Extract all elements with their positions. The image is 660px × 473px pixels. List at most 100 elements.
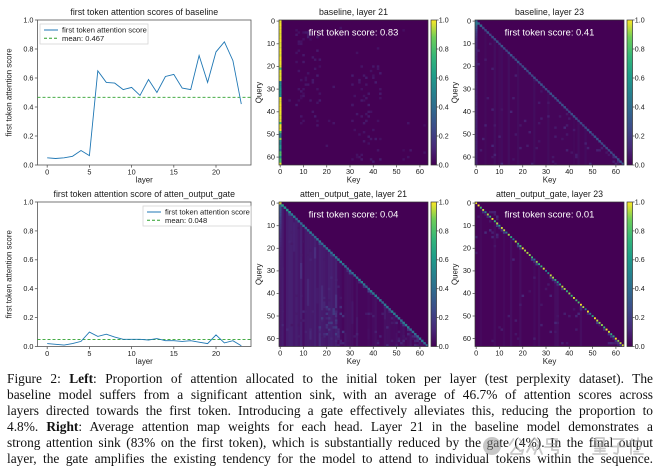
svg-text:0.4: 0.4 [23,284,33,293]
svg-text:first token attention score: first token attention score [165,208,250,217]
svg-text:40: 40 [369,349,377,358]
svg-text:first token score: 0.41: first token score: 0.41 [505,27,595,38]
svg-text:1.0: 1.0 [23,197,33,206]
svg-text:0.6: 0.6 [23,255,33,264]
svg-text:first token attention scores o: first token attention scores of baseline [70,7,218,17]
svg-text:first token attention score: first token attention score [62,26,147,35]
svg-text:1.0: 1.0 [635,16,645,24]
svg-text:30: 30 [346,349,354,358]
svg-text:Query: Query [451,82,460,104]
svg-text:40: 40 [463,107,471,116]
svg-text:20: 20 [323,349,331,358]
svg-text:30: 30 [267,266,275,275]
svg-text:10: 10 [463,221,471,230]
svg-text:0.6: 0.6 [23,73,33,82]
svg-text:20: 20 [212,349,220,358]
svg-text:10: 10 [267,39,275,48]
svg-text:0.2: 0.2 [23,131,33,140]
svg-text:0.4: 0.4 [439,285,449,293]
svg-text:10: 10 [299,167,307,176]
svg-text:50: 50 [589,167,597,176]
svg-text:Key: Key [543,357,557,366]
svg-text:0.6: 0.6 [635,74,645,82]
svg-text:baseline, layer 23: baseline, layer 23 [515,7,584,17]
svg-text:0.6: 0.6 [439,74,449,82]
svg-text:10: 10 [299,349,307,358]
svg-text:layer: layer [136,176,153,185]
svg-text:10: 10 [463,39,471,48]
svg-text:10: 10 [128,168,136,177]
svg-text:0.2: 0.2 [439,314,449,322]
svg-text:first token attention score: first token attention score [5,48,14,137]
svg-text:baseline, layer 21: baseline, layer 21 [319,7,388,17]
svg-text:60: 60 [416,349,424,358]
svg-text:0.0: 0.0 [635,343,645,351]
svg-text:50: 50 [267,130,275,139]
svg-text:30: 30 [346,167,354,176]
svg-text:0: 0 [271,198,275,207]
svg-text:0.0: 0.0 [439,343,449,351]
svg-text:0: 0 [278,349,282,358]
svg-text:mean: 0.048: mean: 0.048 [165,216,207,225]
svg-text:layer: layer [136,357,153,366]
svg-text:Key: Key [347,357,361,366]
svg-text:0.4: 0.4 [23,102,33,111]
svg-text:Key: Key [543,176,557,185]
svg-text:0: 0 [45,168,49,177]
svg-text:0.8: 0.8 [635,227,645,235]
svg-text:30: 30 [267,84,275,93]
svg-text:15: 15 [170,349,178,358]
svg-text:first token attention score: first token attention score [5,230,14,319]
svg-text:30: 30 [463,84,471,93]
svg-text:0.2: 0.2 [439,132,449,140]
svg-text:0.2: 0.2 [23,313,33,322]
svg-text:5: 5 [87,168,91,177]
svg-text:50: 50 [463,130,471,139]
svg-text:0.8: 0.8 [23,226,33,235]
svg-text:atten_output_gate, layer 23: atten_output_gate, layer 23 [496,189,603,199]
svg-text:30: 30 [463,266,471,275]
svg-text:0: 0 [474,349,478,358]
svg-text:30: 30 [542,167,550,176]
svg-text:20: 20 [519,167,527,176]
svg-text:60: 60 [612,349,620,358]
svg-text:60: 60 [267,334,275,343]
svg-text:0: 0 [467,198,471,207]
svg-text:first token score: 0.04: first token score: 0.04 [309,209,399,220]
svg-text:0.0: 0.0 [23,342,33,351]
svg-text:20: 20 [519,349,527,358]
svg-text:60: 60 [463,152,471,161]
svg-text:0.2: 0.2 [635,314,645,322]
svg-text:10: 10 [495,349,503,358]
svg-text:mean: 0.467: mean: 0.467 [62,34,104,43]
svg-text:20: 20 [323,167,331,176]
svg-text:0.0: 0.0 [439,161,449,169]
svg-text:0.6: 0.6 [439,256,449,264]
svg-text:1.0: 1.0 [23,15,33,24]
svg-text:Key: Key [347,176,361,185]
svg-text:first token score: 0.83: first token score: 0.83 [309,27,399,38]
svg-text:1.0: 1.0 [439,198,449,206]
svg-text:atten_output_gate, layer 21: atten_output_gate, layer 21 [300,189,407,199]
svg-text:20: 20 [267,244,275,253]
svg-text:1.0: 1.0 [635,198,645,206]
svg-text:40: 40 [369,167,377,176]
svg-text:0: 0 [45,349,49,358]
svg-text:50: 50 [589,349,597,358]
svg-text:0.6: 0.6 [635,256,645,264]
svg-text:60: 60 [463,334,471,343]
svg-text:20: 20 [463,62,471,71]
svg-text:50: 50 [267,311,275,320]
svg-text:10: 10 [495,167,503,176]
svg-text:50: 50 [463,311,471,320]
svg-text:Query: Query [255,82,264,104]
svg-text:30: 30 [542,349,550,358]
svg-text:60: 60 [612,167,620,176]
svg-text:40: 40 [267,289,275,298]
svg-text:50: 50 [393,349,401,358]
svg-text:0.4: 0.4 [439,103,449,111]
svg-text:0.0: 0.0 [23,160,33,169]
svg-text:20: 20 [463,244,471,253]
svg-text:0.8: 0.8 [439,45,449,53]
svg-text:1.0: 1.0 [439,16,449,24]
